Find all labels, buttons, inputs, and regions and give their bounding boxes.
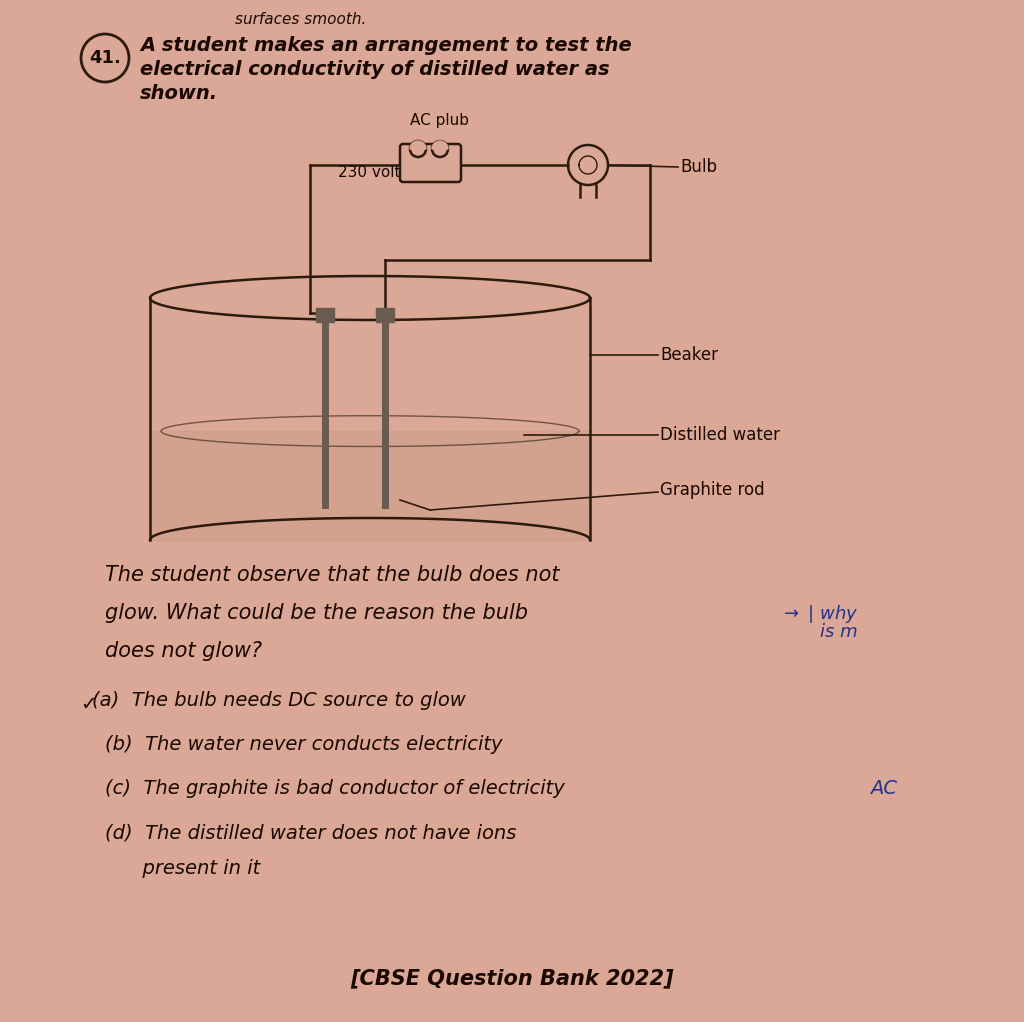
Text: ✓: ✓ xyxy=(80,695,96,714)
Wedge shape xyxy=(432,141,449,149)
Wedge shape xyxy=(410,141,426,149)
Text: Distilled water: Distilled water xyxy=(660,426,780,444)
Text: does not glow?: does not glow? xyxy=(105,641,262,661)
Bar xyxy=(316,308,334,322)
Text: (b)  The water never conducts electricity: (b) The water never conducts electricity xyxy=(105,735,503,754)
Text: (c)  The graphite is bad conductor of electricity: (c) The graphite is bad conductor of ele… xyxy=(105,779,565,798)
Text: AC: AC xyxy=(870,779,897,798)
Text: is m: is m xyxy=(820,623,858,641)
Text: 41.: 41. xyxy=(89,49,121,67)
Text: shown.: shown. xyxy=(140,84,218,103)
Text: $\rightarrow$ | why: $\rightarrow$ | why xyxy=(780,603,858,625)
Text: A student makes an arrangement to test the: A student makes an arrangement to test t… xyxy=(140,36,632,55)
Text: (a)  The bulb needs DC source to glow: (a) The bulb needs DC source to glow xyxy=(92,691,466,710)
Text: surfaces smooth.: surfaces smooth. xyxy=(234,12,367,27)
Text: Bulb: Bulb xyxy=(680,158,717,176)
Text: The student observe that the bulb does not: The student observe that the bulb does n… xyxy=(105,565,559,585)
Text: glow. What could be the reason the bulb: glow. What could be the reason the bulb xyxy=(105,603,528,623)
Text: 230 volt: 230 volt xyxy=(338,165,400,180)
Text: Beaker: Beaker xyxy=(660,346,718,364)
Bar xyxy=(376,308,394,322)
Text: (d)  The distilled water does not have ions: (d) The distilled water does not have io… xyxy=(105,823,516,842)
Text: [CBSE Question Bank 2022]: [CBSE Question Bank 2022] xyxy=(350,968,674,988)
Text: present in it: present in it xyxy=(105,860,260,878)
FancyBboxPatch shape xyxy=(400,144,461,182)
Text: Graphite rod: Graphite rod xyxy=(660,481,765,499)
Text: electrical conductivity of distilled water as: electrical conductivity of distilled wat… xyxy=(140,60,609,79)
Text: AC plub: AC plub xyxy=(411,113,469,128)
